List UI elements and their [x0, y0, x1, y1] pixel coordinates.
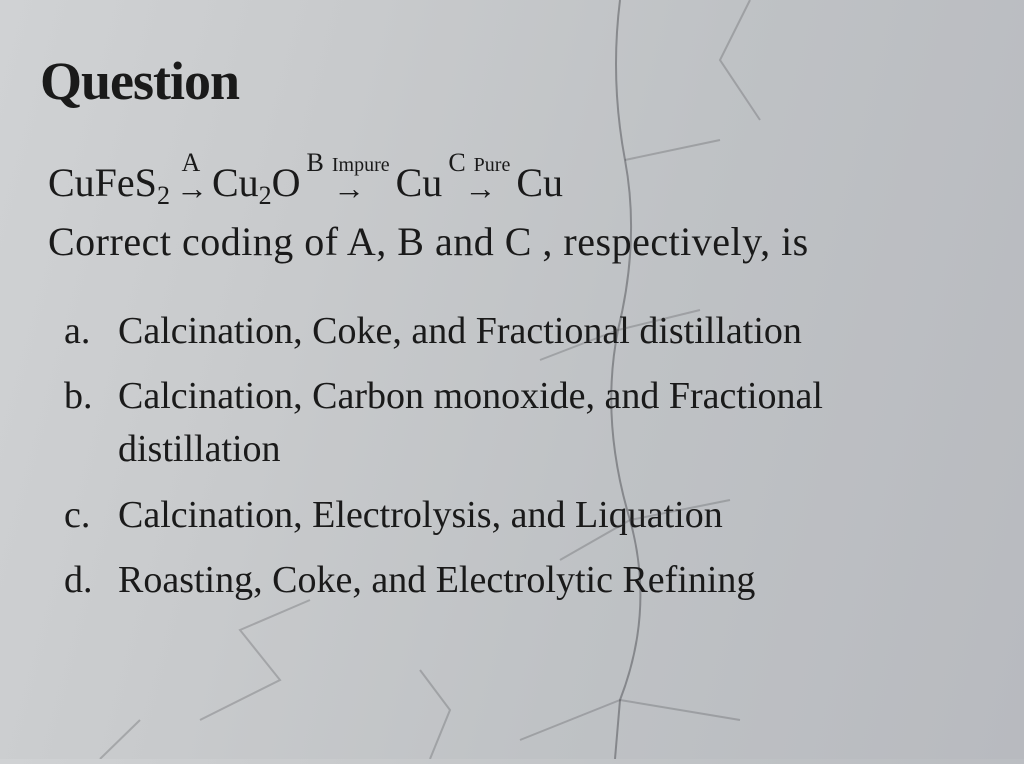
arrow-c: C Pure →	[448, 150, 510, 204]
option-a: a. Calcination, Coke, and Fractional dis…	[64, 305, 974, 358]
coding-prompt: Correct coding of A, B and C , respectiv…	[40, 218, 974, 265]
option-letter: b.	[64, 370, 118, 476]
arrow-a: A →	[176, 150, 206, 204]
arrow-c-glyph: →	[464, 172, 494, 204]
question-heading: Question	[40, 50, 974, 112]
options-list: a. Calcination, Coke, and Fractional dis…	[40, 305, 974, 607]
option-c: c. Calcination, Electrolysis, and Liquat…	[64, 489, 974, 542]
formula-text: Cu	[212, 159, 259, 206]
arrow-b-label: B	[307, 150, 324, 176]
formula-subscript: 2	[259, 181, 272, 211]
option-letter: a.	[64, 305, 118, 358]
option-text: Calcination, Carbon monoxide, and Fracti…	[118, 370, 974, 476]
option-text: Calcination, Coke, and Fractional distil…	[118, 305, 974, 358]
option-d: d. Roasting, Coke, and Electrolytic Refi…	[64, 554, 974, 607]
option-b: b. Calcination, Carbon monoxide, and Fra…	[64, 370, 974, 476]
option-letter: d.	[64, 554, 118, 607]
formula-text: O	[272, 159, 301, 206]
arrow-b-glyph: →	[333, 172, 363, 204]
reaction-sequence: CuFeS2 A → Cu2O B Impure → Cu C Pure → C…	[40, 152, 974, 206]
formula-subscript: 2	[157, 181, 170, 211]
arrow-b: B Impure →	[307, 150, 390, 204]
formula-text: CuFeS	[48, 159, 157, 206]
option-letter: c.	[64, 489, 118, 542]
species-pure-cu: Cu	[516, 159, 563, 206]
arrow-a-glyph: →	[176, 172, 206, 204]
species-cu2o: Cu2O	[212, 159, 301, 206]
formula-text: Cu	[516, 159, 563, 206]
option-text: Roasting, Coke, and Electrolytic Refinin…	[118, 554, 974, 607]
species-cufes2: CuFeS2	[48, 159, 170, 206]
formula-text: Cu	[396, 159, 443, 206]
option-text: Calcination, Electrolysis, and Liquation	[118, 489, 974, 542]
arrow-c-label: C	[448, 150, 465, 176]
species-impure-cu: Cu	[396, 159, 443, 206]
